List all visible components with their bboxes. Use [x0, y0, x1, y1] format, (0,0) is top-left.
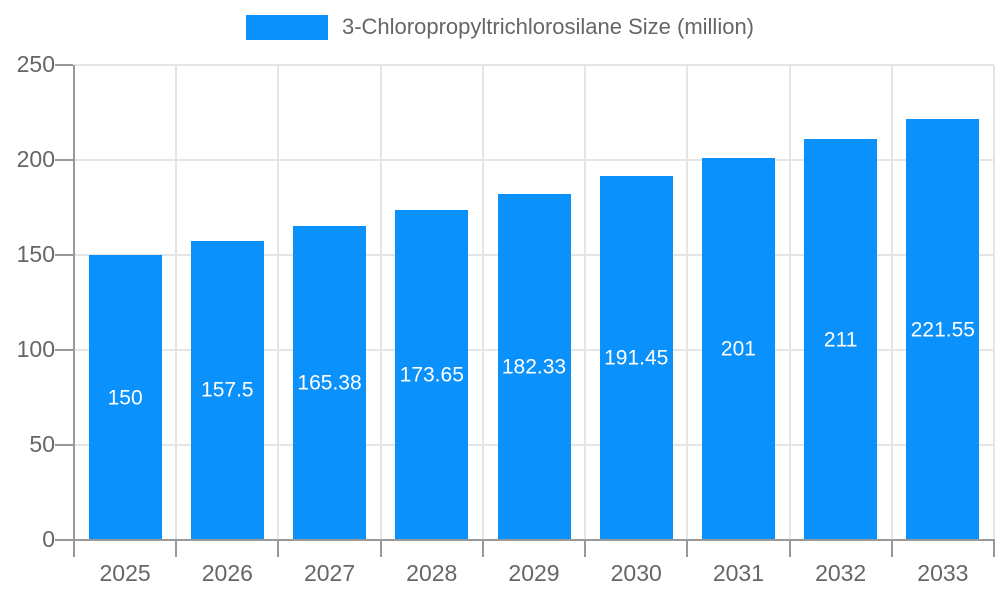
- x-axis-tick: [481, 541, 484, 557]
- y-axis-label: 50: [29, 431, 55, 457]
- x-axis-tick: [175, 541, 178, 557]
- x-axis-tick: [379, 541, 382, 557]
- x-axis-label: 2032: [815, 560, 867, 586]
- v-gridline: [379, 65, 382, 540]
- x-axis-label: 2031: [712, 560, 765, 586]
- v-gridline: [584, 65, 587, 540]
- bar-2028[interactable]: [395, 210, 469, 540]
- bar-value-label: 211: [823, 328, 858, 352]
- x-axis-label: 2026: [201, 560, 253, 586]
- y-axis-label: 200: [16, 146, 55, 172]
- y-axis-label: 250: [16, 51, 55, 77]
- bar-2033[interactable]: [906, 119, 980, 540]
- x-axis-tick: [686, 541, 689, 557]
- y-axis-tick: [55, 539, 73, 541]
- legend-label: 3-Chloropropyltrichlorosilane Size (mill…: [341, 14, 755, 39]
- v-gridline: [175, 65, 178, 540]
- v-gridline: [686, 65, 689, 540]
- y-axis-tick: [55, 64, 73, 66]
- bar-value-label: 191.45: [604, 346, 669, 370]
- bar-2032[interactable]: [804, 139, 878, 540]
- bar-value-label: 173.65: [399, 363, 464, 387]
- bar-2026[interactable]: [190, 240, 264, 540]
- v-gridline: [277, 65, 280, 540]
- x-axis-tick: [788, 541, 791, 557]
- h-gridline: [74, 64, 994, 66]
- bar-value-label: 221.55: [910, 318, 975, 342]
- y-axis-label: 150: [16, 241, 55, 267]
- bar-value-label: 150: [107, 386, 143, 409]
- x-axis-label: 2030: [610, 560, 662, 586]
- x-axis-tick: [890, 541, 893, 557]
- y-axis-tick: [55, 159, 73, 161]
- bar-2027[interactable]: [293, 225, 367, 540]
- x-axis-tick: [277, 541, 280, 557]
- v-gridline: [890, 65, 893, 540]
- x-axis-tick: [584, 541, 587, 557]
- x-axis-label: 2025: [99, 560, 151, 586]
- x-axis-label: 2029: [508, 560, 560, 586]
- v-gridline: [481, 65, 484, 540]
- x-axis-label: 2028: [406, 560, 458, 586]
- legend-item[interactable]: 3-Chloropropyltrichlorosilane Size (mill…: [0, 14, 1000, 40]
- y-axis-tick: [55, 444, 73, 446]
- x-axis-label: 2027: [303, 560, 356, 586]
- bar-2029[interactable]: [497, 193, 571, 540]
- y-axis-label: 0: [42, 526, 55, 552]
- legend-swatch-icon: [245, 14, 328, 40]
- x-axis-tick: [993, 541, 995, 557]
- h-gridline: [74, 159, 994, 161]
- x-axis-line: [73, 539, 995, 541]
- bar-2025[interactable]: [88, 255, 162, 540]
- y-axis-tick: [55, 254, 73, 256]
- bar-2031[interactable]: [701, 158, 775, 540]
- v-gridline: [788, 65, 791, 540]
- bar-value-label: 157.5: [201, 378, 254, 402]
- y-axis-line: [73, 65, 75, 542]
- x-axis-label: 2033: [917, 560, 969, 586]
- bar-value-label: 201: [720, 337, 756, 361]
- y-axis-label: 100: [16, 336, 55, 362]
- bar-value-label: 182.33: [501, 355, 567, 379]
- bar-value-label: 165.38: [297, 371, 362, 395]
- bar-2030[interactable]: [599, 176, 673, 540]
- v-gridline: [993, 65, 995, 540]
- x-axis-tick: [73, 541, 75, 557]
- y-axis-tick: [55, 349, 73, 351]
